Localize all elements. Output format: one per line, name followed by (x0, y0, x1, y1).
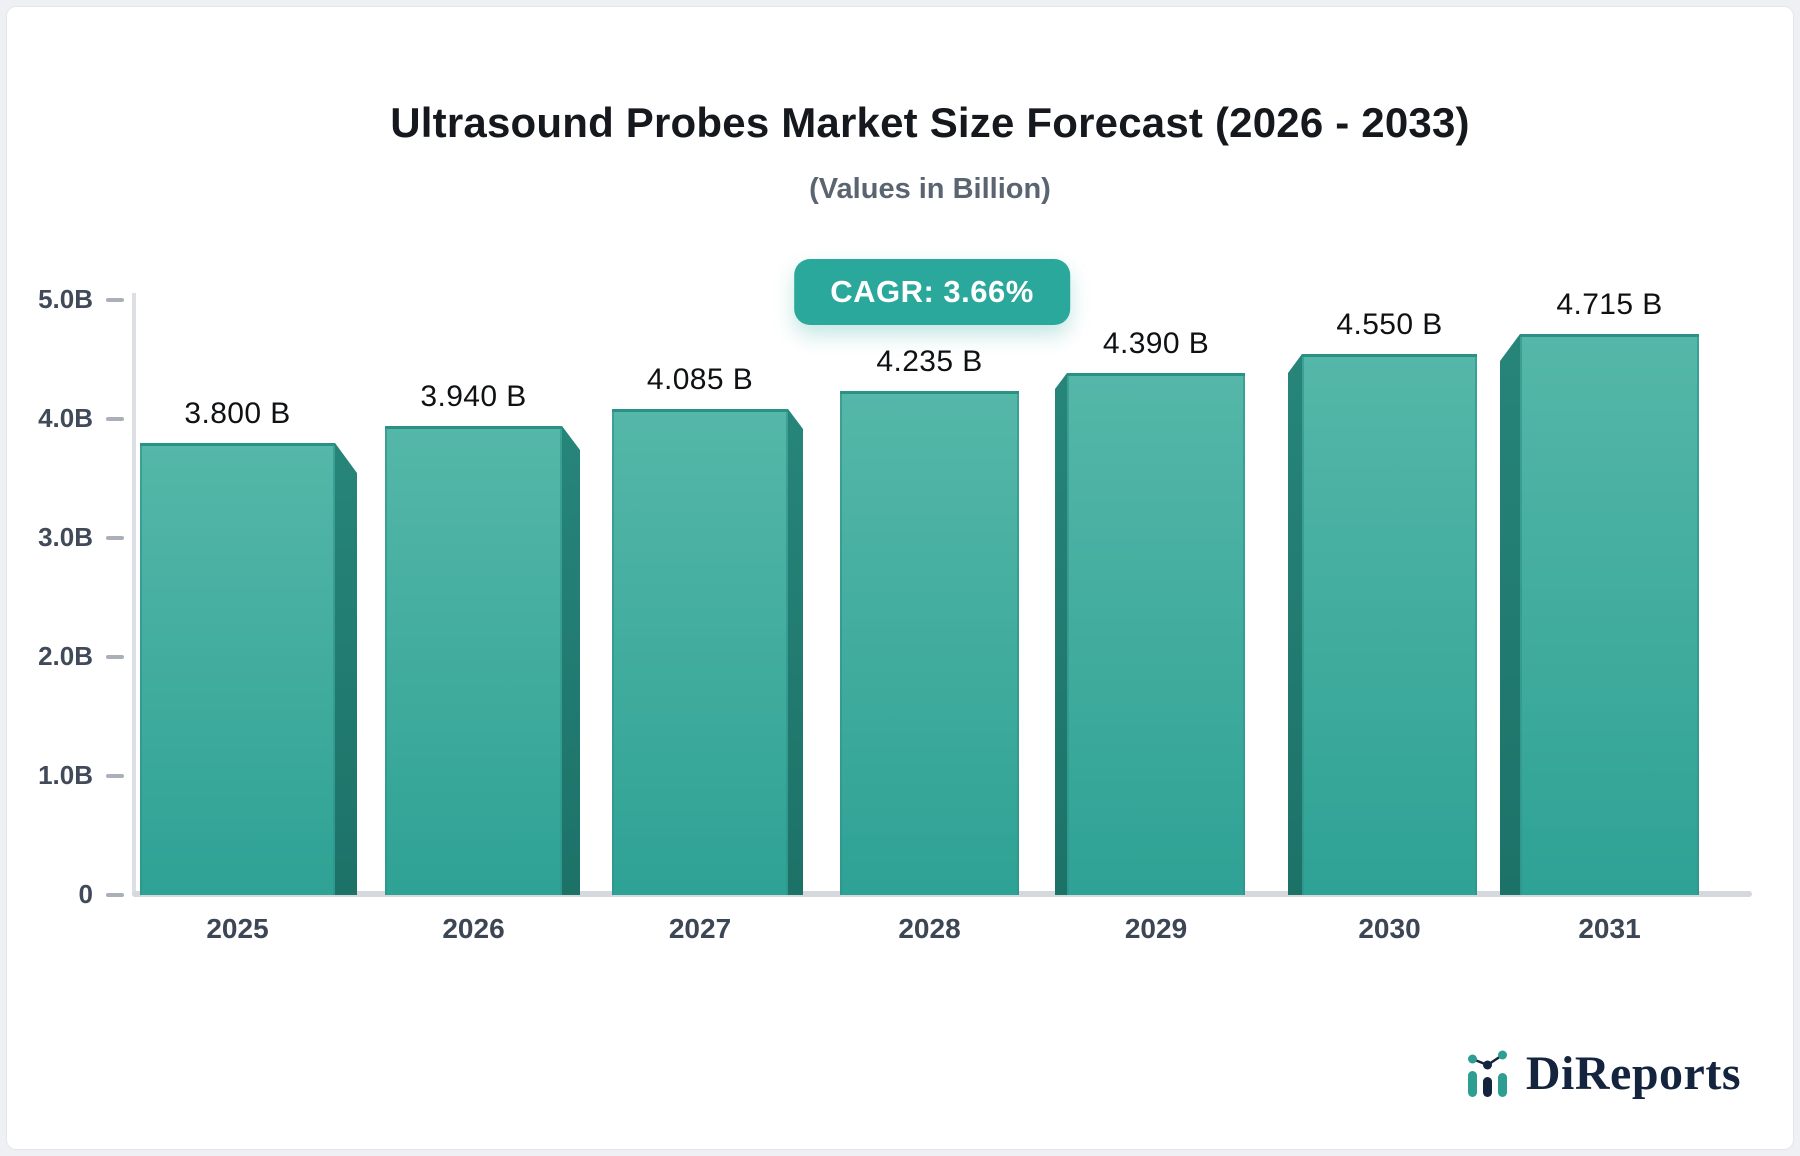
chart-subtitle: (Values in Billion) (809, 173, 1051, 205)
bar-chart-plot: 3.800 B 2025 3.940 B 2026 4.085 B 2027 4.235 B… (7, 7, 1800, 1156)
y-axis-tick-label: 1.0B (38, 760, 93, 790)
y-axis-tick-label: 2.0B (38, 641, 93, 671)
y-axis-tick-label: 5.0B (38, 284, 93, 314)
bar-2030: 4.550 B 2030 (1288, 308, 1477, 944)
y-axis-tick-label: 0 (78, 879, 93, 909)
bar-value-label: 3.800 B (184, 397, 291, 430)
y-axis-line (132, 293, 136, 894)
bar-2026: 3.940 B 2026 (385, 380, 580, 944)
x-axis-label: 2026 (442, 913, 505, 944)
y-axis-tick-mark (106, 417, 124, 421)
logo-text: DiReports (1525, 1047, 1741, 1100)
chart-card: Ultrasound Probes Market Size Forecast (… (6, 6, 1794, 1150)
bar-value-label: 4.550 B (1336, 308, 1443, 341)
bar-3d-side (1288, 354, 1302, 895)
y-axis-tick-mark (106, 655, 124, 659)
bar-3d-side (335, 443, 357, 895)
y-axis-tick-mark (106, 298, 124, 302)
bar-3d-side (1055, 373, 1067, 895)
bar-value-label: 4.235 B (876, 345, 983, 378)
bar-value-label: 4.390 B (1102, 327, 1210, 360)
bar-2025: 3.800 B 2025 (140, 397, 357, 944)
x-axis-label: 2029 (1124, 913, 1188, 944)
mini-bar-chart-icon (1466, 1049, 1518, 1099)
y-axis-tick-label: 4.0B (38, 403, 93, 433)
cagr-badge: CAGR: 3.66% (794, 259, 1070, 325)
y-axis-tick-label: 3.0B (38, 522, 93, 552)
bar-value-label: 4.085 B (646, 363, 754, 396)
y-axis-tick-mark (106, 536, 124, 540)
x-axis-label: 2027 (668, 913, 732, 944)
bar-value-label: 4.715 B (1556, 288, 1663, 321)
x-axis-label: 2031 (1578, 913, 1641, 944)
bar-2027: 4.085 B 2027 (612, 363, 803, 944)
x-axis-label: 2028 (898, 913, 961, 944)
y-axis-tick-mark (106, 774, 124, 778)
bar-2031: 4.715 B 2031 (1500, 288, 1699, 944)
chart-title: Ultrasound Probes Market Size Forecast (… (390, 99, 1470, 146)
bar-3d-side (1500, 334, 1520, 895)
x-axis-label: 2030 (1358, 913, 1421, 944)
bar-3d-side (562, 426, 580, 895)
bar-2029: 4.390 B 2029 (1055, 327, 1245, 944)
bar-3d-side (788, 409, 803, 895)
direports-logo: DiReports (1466, 1046, 1741, 1101)
x-axis-label: 2025 (206, 913, 269, 944)
bar-2028: 4.235 B 2028 (840, 345, 1019, 944)
bar-value-label: 3.940 B (420, 380, 527, 413)
y-axis-tick-mark (106, 893, 124, 897)
chart-header: Ultrasound Probes Market Size Forecast (… (77, 7, 1783, 206)
